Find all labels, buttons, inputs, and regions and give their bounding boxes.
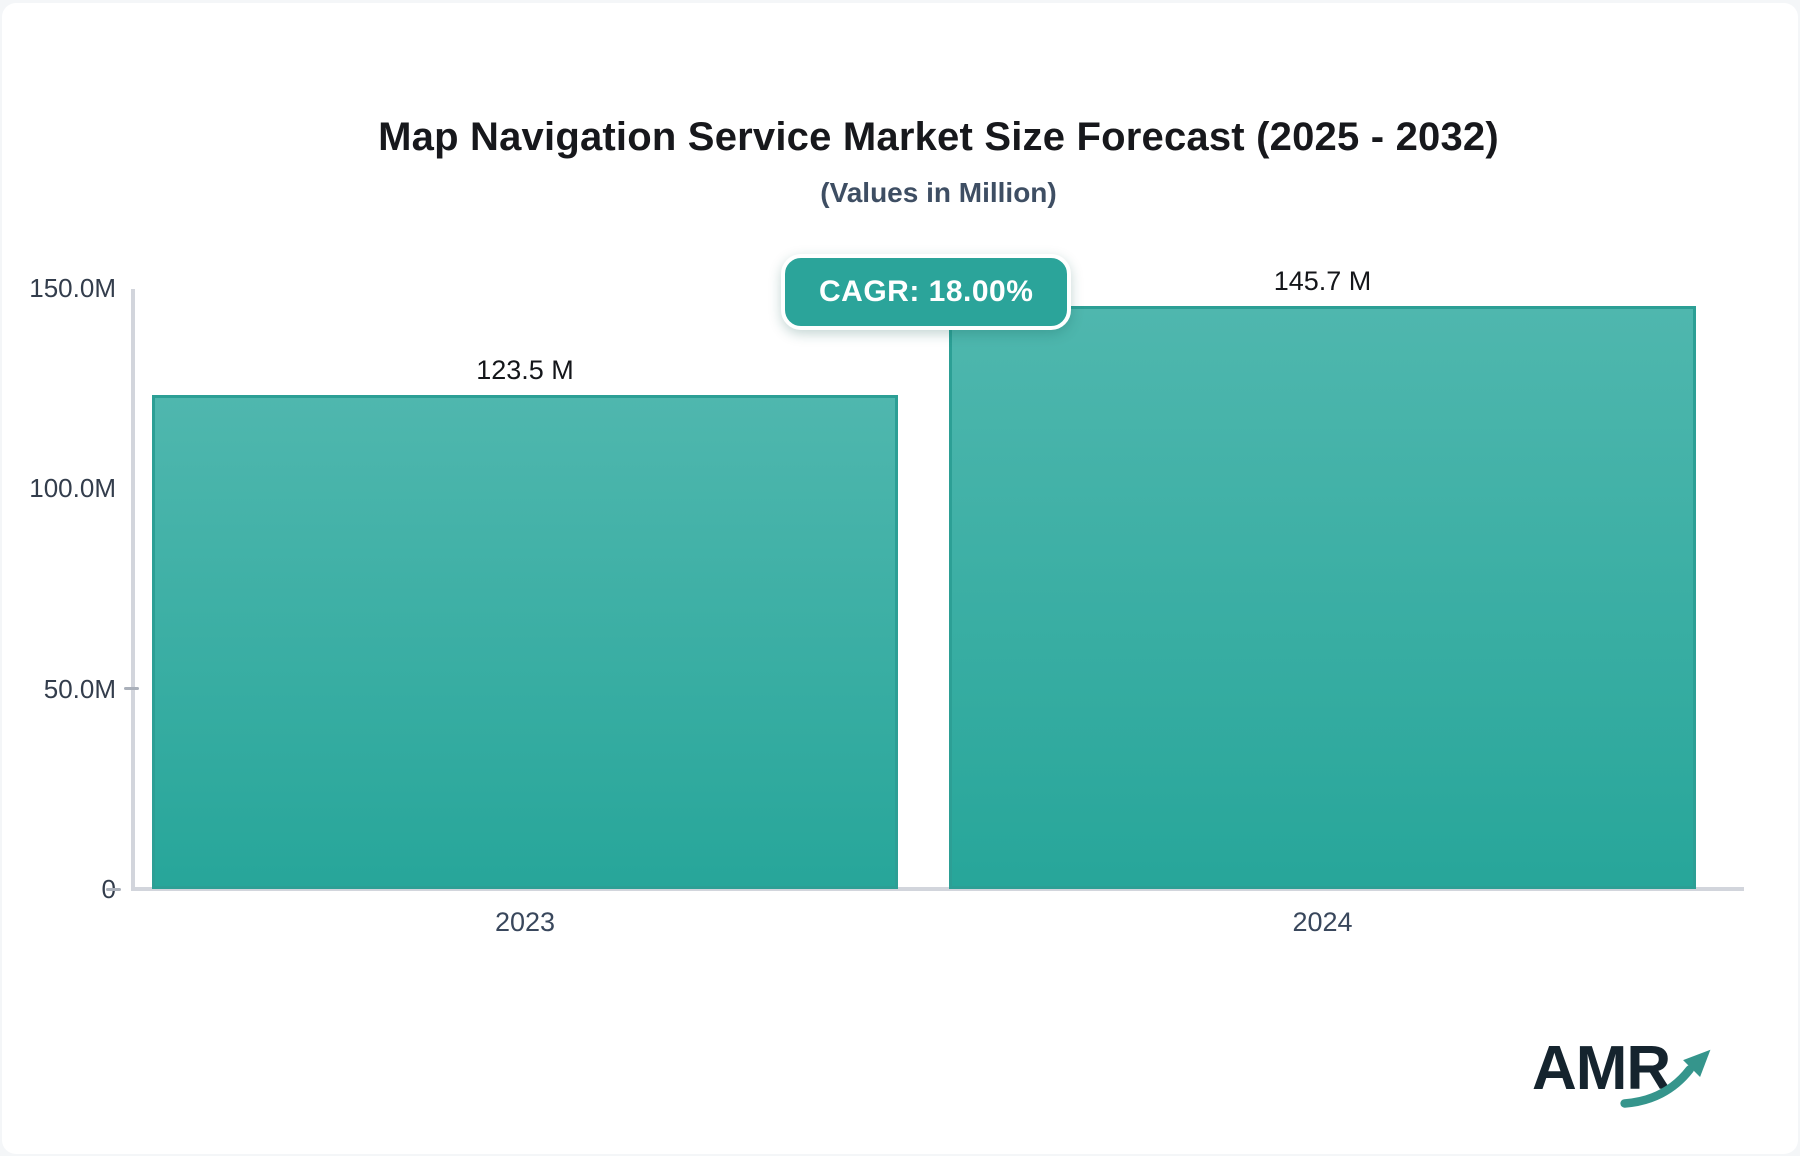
cagr-badge: CAGR: 18.00%	[781, 254, 1072, 330]
x-axis-line	[131, 887, 1744, 891]
chart-title: Map Navigation Service Market Size Forec…	[378, 115, 1499, 159]
y-tick-mark-0	[106, 888, 121, 891]
bar-value-label-2023: 123.5 M	[476, 355, 574, 385]
y-tick-label-150m: 150.0M	[29, 273, 116, 303]
y-axis-line	[131, 289, 135, 889]
bar-2024	[949, 306, 1696, 889]
bar-2023	[152, 395, 898, 889]
x-tick-label-2024: 2024	[1292, 907, 1353, 937]
y-tick-label-100m: 100.0M	[29, 473, 116, 503]
x-tick-label-2023: 2023	[494, 907, 556, 937]
chart-card: Map Navigation Service Market Size Forec…	[2, 3, 1798, 1154]
y-tick-mark-50m	[124, 687, 139, 690]
chart-subtitle: (Values in Million)	[820, 177, 1057, 208]
amr-logo-text: AMR	[1532, 1034, 1671, 1103]
amr-logo: AMR	[1532, 1033, 1722, 1113]
y-tick-label-0: 0	[16, 874, 116, 905]
y-tick-label-50m: 50.0M	[43, 674, 116, 704]
growth-arrow-icon	[1620, 1049, 1711, 1108]
bar-value-label-2024: 145.7 M	[1273, 266, 1372, 296]
